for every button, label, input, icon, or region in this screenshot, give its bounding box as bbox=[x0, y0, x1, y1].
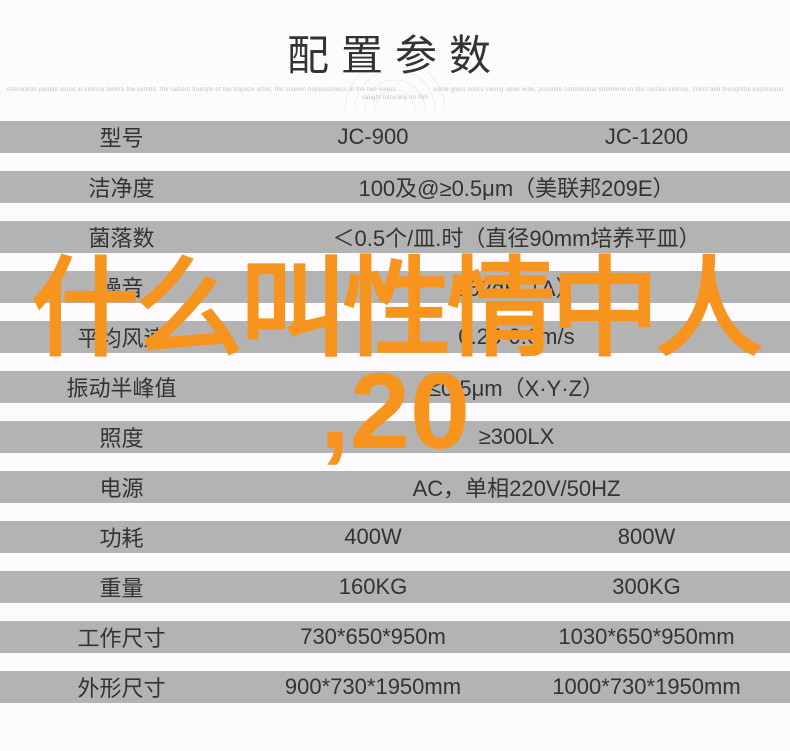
row-label: 振动半峰值 bbox=[0, 371, 243, 403]
header-label: 型号 bbox=[0, 121, 243, 153]
table-row: 电源 AC，单相220V/50HZ bbox=[0, 471, 790, 503]
table-row: 照度 ≥300LX bbox=[0, 421, 790, 453]
row-label: 平均风速 bbox=[0, 321, 243, 353]
row-value: ≥300LX bbox=[243, 424, 790, 450]
table-row: 振动半峰值 ≤0.5μm（X·Y·Z） bbox=[0, 371, 790, 403]
row-value: AC，单相220V/50HZ bbox=[243, 471, 790, 503]
table-row: 功耗 400W 800W bbox=[0, 521, 790, 553]
table-row: 平均风速 0.25-0.6m/s bbox=[0, 321, 790, 353]
row-col2: 300KG bbox=[503, 574, 790, 600]
table-row: 洁净度 100及@≥0.5μm（美联邦209E） bbox=[0, 171, 790, 203]
table-row: 菌落数 ＜0.5个/皿.时（直径90mm培养平皿） bbox=[0, 221, 790, 253]
subtitle-decorative-text: Afterwards people stood in silence befor… bbox=[0, 87, 790, 103]
row-label: 功耗 bbox=[0, 521, 243, 553]
row-value: 0.25-0.6m/s bbox=[243, 324, 790, 350]
row-col1: 900*730*1950mm bbox=[243, 674, 503, 700]
header-col1: JC-900 bbox=[243, 124, 503, 150]
table-row: 噪音 ≤62dB（A） bbox=[0, 271, 790, 303]
row-label: 噪音 bbox=[0, 271, 243, 303]
row-value: ≤62dB（A） bbox=[243, 271, 790, 303]
table-row: 重量 160KG 300KG bbox=[0, 571, 790, 603]
row-value: ≤0.5μm（X·Y·Z） bbox=[243, 371, 790, 403]
table-row: 外形尺寸 900*730*1950mm 1000*730*1950mm bbox=[0, 671, 790, 703]
table-header-row: 型号 JC-900 JC-1200 bbox=[0, 121, 790, 153]
table-row: 工作尺寸 730*650*950m 1030*650*950mm bbox=[0, 621, 790, 653]
page-title: 配置参数 bbox=[0, 0, 790, 83]
row-label: 电源 bbox=[0, 471, 243, 503]
spec-table: 型号 JC-900 JC-1200 洁净度 100及@≥0.5μm（美联邦209… bbox=[0, 121, 790, 703]
row-col1: 400W bbox=[243, 524, 503, 550]
row-value: ＜0.5个/皿.时（直径90mm培养平皿） bbox=[243, 221, 790, 253]
row-col1: 160KG bbox=[243, 574, 503, 600]
row-label: 外形尺寸 bbox=[0, 671, 243, 703]
row-label: 重量 bbox=[0, 571, 243, 603]
row-label: 菌落数 bbox=[0, 221, 243, 253]
row-value: 100及@≥0.5μm（美联邦209E） bbox=[243, 171, 790, 203]
header-col2: JC-1200 bbox=[503, 124, 790, 150]
row-label: 洁净度 bbox=[0, 171, 243, 203]
row-col2: 1000*730*1950mm bbox=[503, 674, 790, 700]
row-label: 照度 bbox=[0, 421, 243, 453]
row-label: 工作尺寸 bbox=[0, 621, 243, 653]
row-col2: 1030*650*950mm bbox=[503, 624, 790, 650]
row-col2: 800W bbox=[503, 524, 790, 550]
row-col1: 730*650*950m bbox=[243, 624, 503, 650]
